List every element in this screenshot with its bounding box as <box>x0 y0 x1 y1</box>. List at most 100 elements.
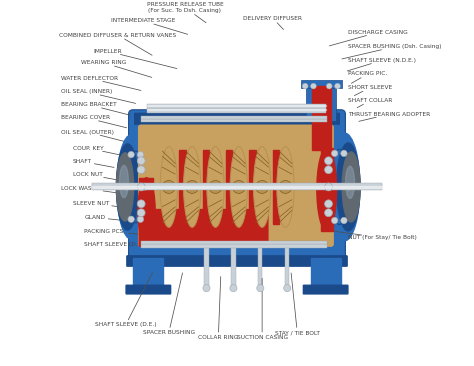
Text: SHAFT SLEEVE (N.D.E.): SHAFT SLEEVE (N.D.E.) <box>347 58 416 71</box>
Ellipse shape <box>317 148 337 231</box>
FancyBboxPatch shape <box>139 209 269 247</box>
FancyBboxPatch shape <box>128 110 346 264</box>
Bar <box>146 109 326 110</box>
Circle shape <box>137 209 145 217</box>
Text: GLAND: GLAND <box>84 215 133 221</box>
Bar <box>321 148 333 231</box>
Bar <box>301 81 342 88</box>
Bar <box>341 184 383 190</box>
Text: COUP. KEY: COUP. KEY <box>73 146 119 155</box>
Circle shape <box>327 83 332 89</box>
Ellipse shape <box>127 151 145 223</box>
Text: SHAFT COLLAR: SHAFT COLLAR <box>348 98 392 108</box>
Circle shape <box>325 200 332 208</box>
Bar <box>146 105 326 106</box>
Bar <box>258 243 263 288</box>
Circle shape <box>331 217 338 224</box>
Circle shape <box>325 166 332 173</box>
Circle shape <box>209 180 222 193</box>
Circle shape <box>163 180 175 193</box>
Bar <box>312 120 331 150</box>
Circle shape <box>137 166 145 173</box>
Text: PACKING PIC.: PACKING PIC. <box>348 71 388 83</box>
Circle shape <box>186 180 199 193</box>
Circle shape <box>255 180 269 193</box>
Ellipse shape <box>342 152 360 222</box>
Text: BEARING BRACKET: BEARING BRACKET <box>61 102 130 115</box>
Bar <box>146 108 326 113</box>
Bar <box>341 186 383 188</box>
FancyBboxPatch shape <box>126 284 171 295</box>
Text: WATER DEFLECTOR: WATER DEFLECTOR <box>61 76 141 90</box>
Ellipse shape <box>329 133 360 241</box>
FancyBboxPatch shape <box>127 255 347 266</box>
Ellipse shape <box>117 153 134 221</box>
Bar <box>310 258 341 288</box>
Text: OIL SEAL (OUTER): OIL SEAL (OUTER) <box>61 130 124 141</box>
Ellipse shape <box>346 166 355 198</box>
Bar <box>273 150 279 224</box>
Text: INTERMEDIATE STAGE: INTERMEDIATE STAGE <box>111 18 188 34</box>
Circle shape <box>128 216 134 223</box>
Text: PRESSURE RELEASE TUBE
(For Suc. To Dsh. Casing): PRESSURE RELEASE TUBE (For Suc. To Dsh. … <box>146 2 223 23</box>
Bar <box>179 150 186 224</box>
Bar <box>146 104 326 108</box>
Ellipse shape <box>160 146 177 227</box>
Text: DELIVERY DIFFUSER: DELIVERY DIFFUSER <box>243 16 302 30</box>
Text: IMPELLER: IMPELLER <box>93 49 177 68</box>
Circle shape <box>331 150 338 157</box>
Text: LOCK NUT: LOCK NUT <box>73 172 118 180</box>
Bar <box>133 258 164 288</box>
Bar <box>91 184 135 190</box>
Text: SHAFT SLEEVE (D.E.): SHAFT SLEEVE (D.E.) <box>95 273 156 327</box>
Ellipse shape <box>254 146 271 227</box>
Ellipse shape <box>230 146 247 227</box>
Text: PACKING PCS.: PACKING PCS. <box>84 229 141 234</box>
Circle shape <box>137 152 144 158</box>
Circle shape <box>302 83 308 89</box>
Circle shape <box>327 184 333 190</box>
Bar <box>249 150 255 224</box>
Text: DISCHARGE CASING: DISCHARGE CASING <box>329 30 408 46</box>
Bar <box>141 244 328 247</box>
Ellipse shape <box>117 135 146 239</box>
Circle shape <box>137 157 145 165</box>
Bar <box>91 186 135 188</box>
Circle shape <box>335 83 340 89</box>
Ellipse shape <box>337 143 360 231</box>
Bar <box>312 86 331 121</box>
Bar <box>141 241 328 244</box>
Text: BEARING COVER: BEARING COVER <box>61 115 127 128</box>
Text: LOCK WASHER: LOCK WASHER <box>61 186 120 193</box>
Ellipse shape <box>277 146 294 227</box>
Circle shape <box>346 184 352 190</box>
Ellipse shape <box>183 146 201 227</box>
Circle shape <box>137 200 145 208</box>
Circle shape <box>257 284 264 292</box>
Text: SHAFT: SHAFT <box>73 159 114 167</box>
Bar <box>306 87 337 121</box>
Ellipse shape <box>207 146 224 227</box>
Bar <box>204 243 209 288</box>
FancyBboxPatch shape <box>134 113 340 125</box>
Ellipse shape <box>331 149 348 225</box>
FancyBboxPatch shape <box>138 124 334 247</box>
Text: OIL SEAL (INNER): OIL SEAL (INNER) <box>61 89 136 104</box>
Circle shape <box>341 217 347 224</box>
Circle shape <box>325 209 332 217</box>
Circle shape <box>232 180 245 193</box>
Ellipse shape <box>117 144 139 230</box>
Bar <box>202 150 209 224</box>
Bar <box>141 116 328 119</box>
Text: COLLAR RING: COLLAR RING <box>198 277 238 340</box>
Circle shape <box>137 183 145 191</box>
Circle shape <box>310 83 316 89</box>
Bar <box>285 243 290 288</box>
Text: SPACER BUSHING: SPACER BUSHING <box>143 273 195 335</box>
Bar <box>139 178 153 244</box>
Circle shape <box>230 284 237 292</box>
Bar <box>231 243 236 288</box>
Text: COMBINED DIFFUSER & RETURN VANES: COMBINED DIFFUSER & RETURN VANES <box>59 33 177 55</box>
Circle shape <box>279 180 292 193</box>
Text: THRUST BEARING ADOPTER: THRUST BEARING ADOPTER <box>348 112 430 122</box>
